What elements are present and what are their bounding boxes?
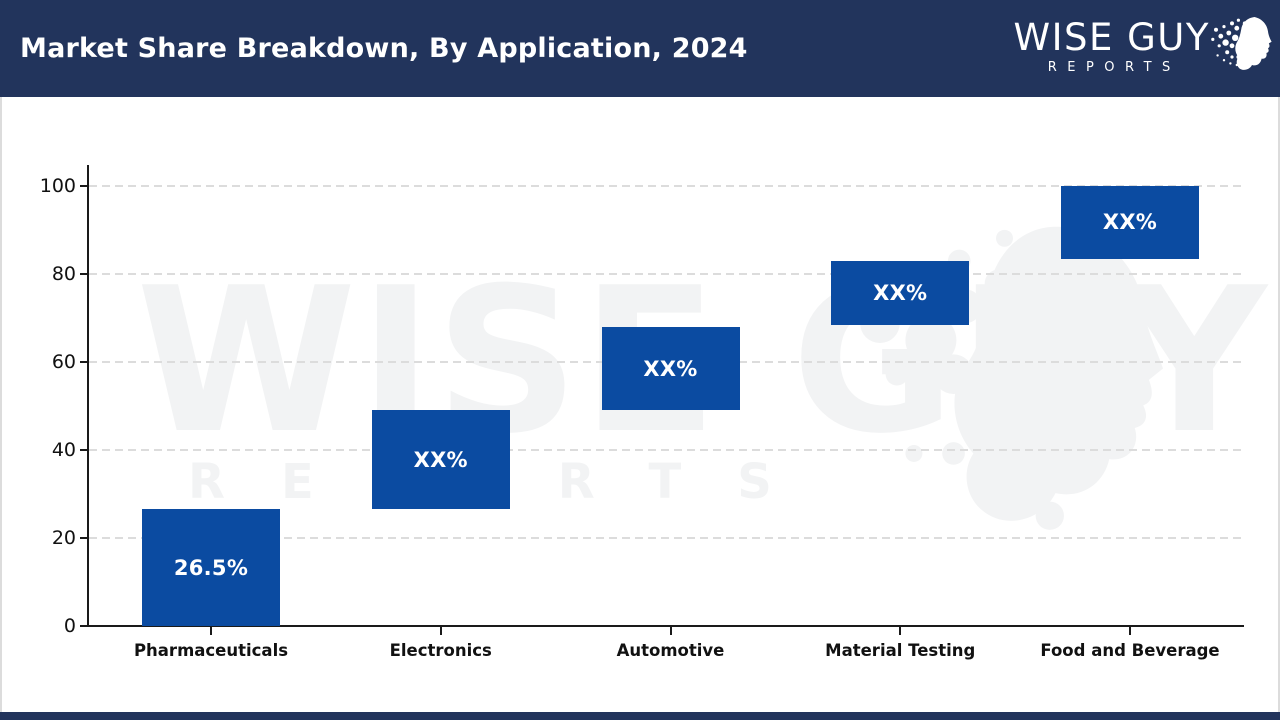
y-tick-100 xyxy=(80,185,88,187)
page-title: Market Share Breakdown, By Application, … xyxy=(20,33,748,64)
y-tick-label-20: 20 xyxy=(51,527,76,549)
x-tick-pharmaceuticals xyxy=(210,627,212,635)
footer-bar xyxy=(0,712,1280,720)
bar-pharmaceuticals: 26.5% xyxy=(142,509,280,626)
y-tick-0 xyxy=(80,625,88,627)
y-tick-label-100: 100 xyxy=(39,175,76,197)
x-axis xyxy=(86,625,1244,627)
y-tick-40 xyxy=(80,449,88,451)
bar-value-label: XX% xyxy=(643,356,698,381)
x-tick-material-testing xyxy=(899,627,902,635)
bar-value-label: XX% xyxy=(1102,210,1158,235)
bar-electronics: XX% xyxy=(371,410,510,510)
x-tick-food-and-beverage xyxy=(1129,627,1131,635)
gridline-20 xyxy=(89,537,1243,539)
bar-value-label: XX% xyxy=(873,280,928,305)
gridline-100 xyxy=(89,185,1243,187)
y-axis xyxy=(87,165,89,627)
category-label-material-testing: Material Testing xyxy=(825,641,976,660)
bar-value-label: XX% xyxy=(413,447,468,472)
bar-automotive: XX% xyxy=(601,326,740,411)
gridline-40 xyxy=(89,449,1243,451)
bar-material-testing: XX% xyxy=(831,260,970,325)
logo-face-icon xyxy=(1211,17,1272,70)
gridline-80 xyxy=(89,273,1243,275)
category-label-automotive: Automotive xyxy=(616,641,725,660)
logo-text: WISE GUY REPORTS xyxy=(1013,16,1210,76)
category-label-electronics: Electronics xyxy=(389,641,492,660)
header-bar: Market Share Breakdown, By Application, … xyxy=(0,0,1280,97)
y-tick-label-40: 40 xyxy=(51,439,76,461)
y-tick-label-80: 80 xyxy=(51,263,76,285)
y-tick-60 xyxy=(80,361,88,363)
category-label-food-and-beverage: Food and Beverage xyxy=(1040,641,1220,660)
y-tick-label-0: 0 xyxy=(63,615,76,637)
bar-food-and-beverage: XX% xyxy=(1061,186,1199,259)
y-tick-20 xyxy=(80,537,88,539)
y-tick-80 xyxy=(80,273,88,275)
category-label-pharmaceuticals: Pharmaceuticals xyxy=(133,641,289,660)
bar-value-label: 26.5% xyxy=(173,555,249,580)
x-tick-automotive xyxy=(669,627,672,635)
watermark-face-icon xyxy=(860,226,1164,530)
wise-guy-logo: WISE GUY REPORTS xyxy=(1014,2,1274,95)
logo-subtext: REPORTS xyxy=(1047,60,1181,75)
logo-wordmark: WISE GUY xyxy=(1013,16,1210,59)
y-tick-label-60: 60 xyxy=(51,351,76,373)
x-tick-electronics xyxy=(439,627,442,635)
